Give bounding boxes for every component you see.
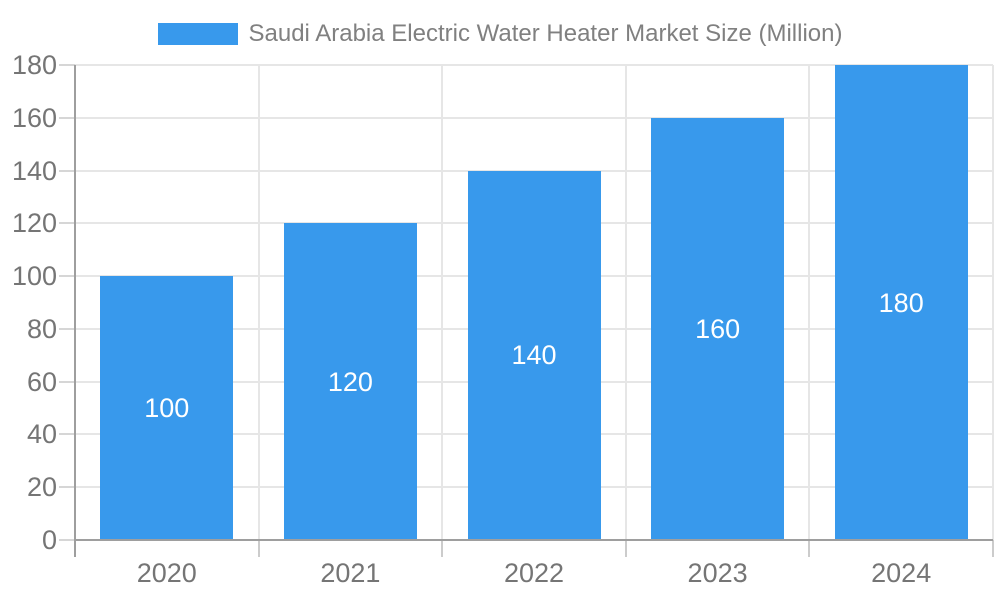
gridline-x (624, 65, 627, 540)
gridline-x (441, 65, 444, 540)
y-tick-label: 100 (11, 261, 57, 292)
y-tick-mark (59, 64, 75, 66)
x-tick-label-2020: 2020 (136, 558, 197, 588)
y-tick-mark (59, 539, 75, 541)
y-tick-label: 120 (11, 208, 57, 239)
x-tick-mark (808, 540, 811, 557)
x-tick-mark (441, 540, 444, 557)
x-tick-mark (257, 540, 260, 557)
y-tick-mark (59, 327, 75, 330)
bar-value-label: 140 (511, 340, 557, 371)
legend[interactable]: Saudi Arabia Electric Water Heater Marke… (0, 20, 1000, 47)
bar-2022[interactable]: 140 (467, 170, 601, 540)
x-tick-mark (624, 540, 627, 557)
y-tick-mark (59, 116, 75, 119)
y-axis-line (74, 65, 76, 557)
gridline-y (75, 64, 993, 66)
bar-2024[interactable]: 180 (834, 65, 968, 540)
y-tick-mark (59, 169, 75, 172)
y-tick-label: 60 (26, 366, 57, 397)
x-tick-mark (992, 540, 994, 557)
x-tick-label-2022: 2022 (503, 558, 565, 588)
y-tick-label: 0 (41, 525, 57, 555)
y-tick-mark (59, 380, 75, 383)
x-tick-label-2023: 2023 (687, 558, 748, 588)
y-tick-mark (59, 222, 75, 225)
x-tick-label-2021: 2021 (320, 558, 381, 588)
x-tick-label-2024: 2024 (871, 558, 932, 588)
bar-2020[interactable]: 100 (100, 276, 234, 540)
bar-value-label: 160 (695, 313, 741, 344)
y-tick-label: 40 (26, 419, 57, 450)
bar-2021[interactable]: 120 (283, 223, 417, 540)
bar-value-label: 120 (327, 366, 373, 397)
y-tick-mark (59, 433, 75, 436)
gridline-x (257, 65, 260, 540)
legend-label: Saudi Arabia Electric Water Heater Marke… (248, 20, 843, 47)
y-tick-mark (59, 275, 75, 278)
bar-2023[interactable]: 160 (651, 117, 785, 540)
bar-value-label: 100 (144, 393, 190, 424)
y-tick-label: 140 (11, 155, 57, 186)
y-tick-label: 180 (11, 50, 57, 80)
y-tick-label: 160 (11, 102, 57, 133)
gridline-x (992, 65, 994, 540)
gridline-y (75, 116, 993, 119)
y-tick-mark (59, 486, 75, 489)
legend-swatch (157, 23, 238, 45)
gridline-x (808, 65, 811, 540)
y-tick-label: 20 (26, 472, 57, 503)
x-axis-line (74, 539, 993, 541)
plot-area: 100 120 140 160 180 (75, 64, 994, 540)
y-tick-label: 80 (26, 313, 57, 344)
bar-value-label: 180 (878, 287, 924, 318)
